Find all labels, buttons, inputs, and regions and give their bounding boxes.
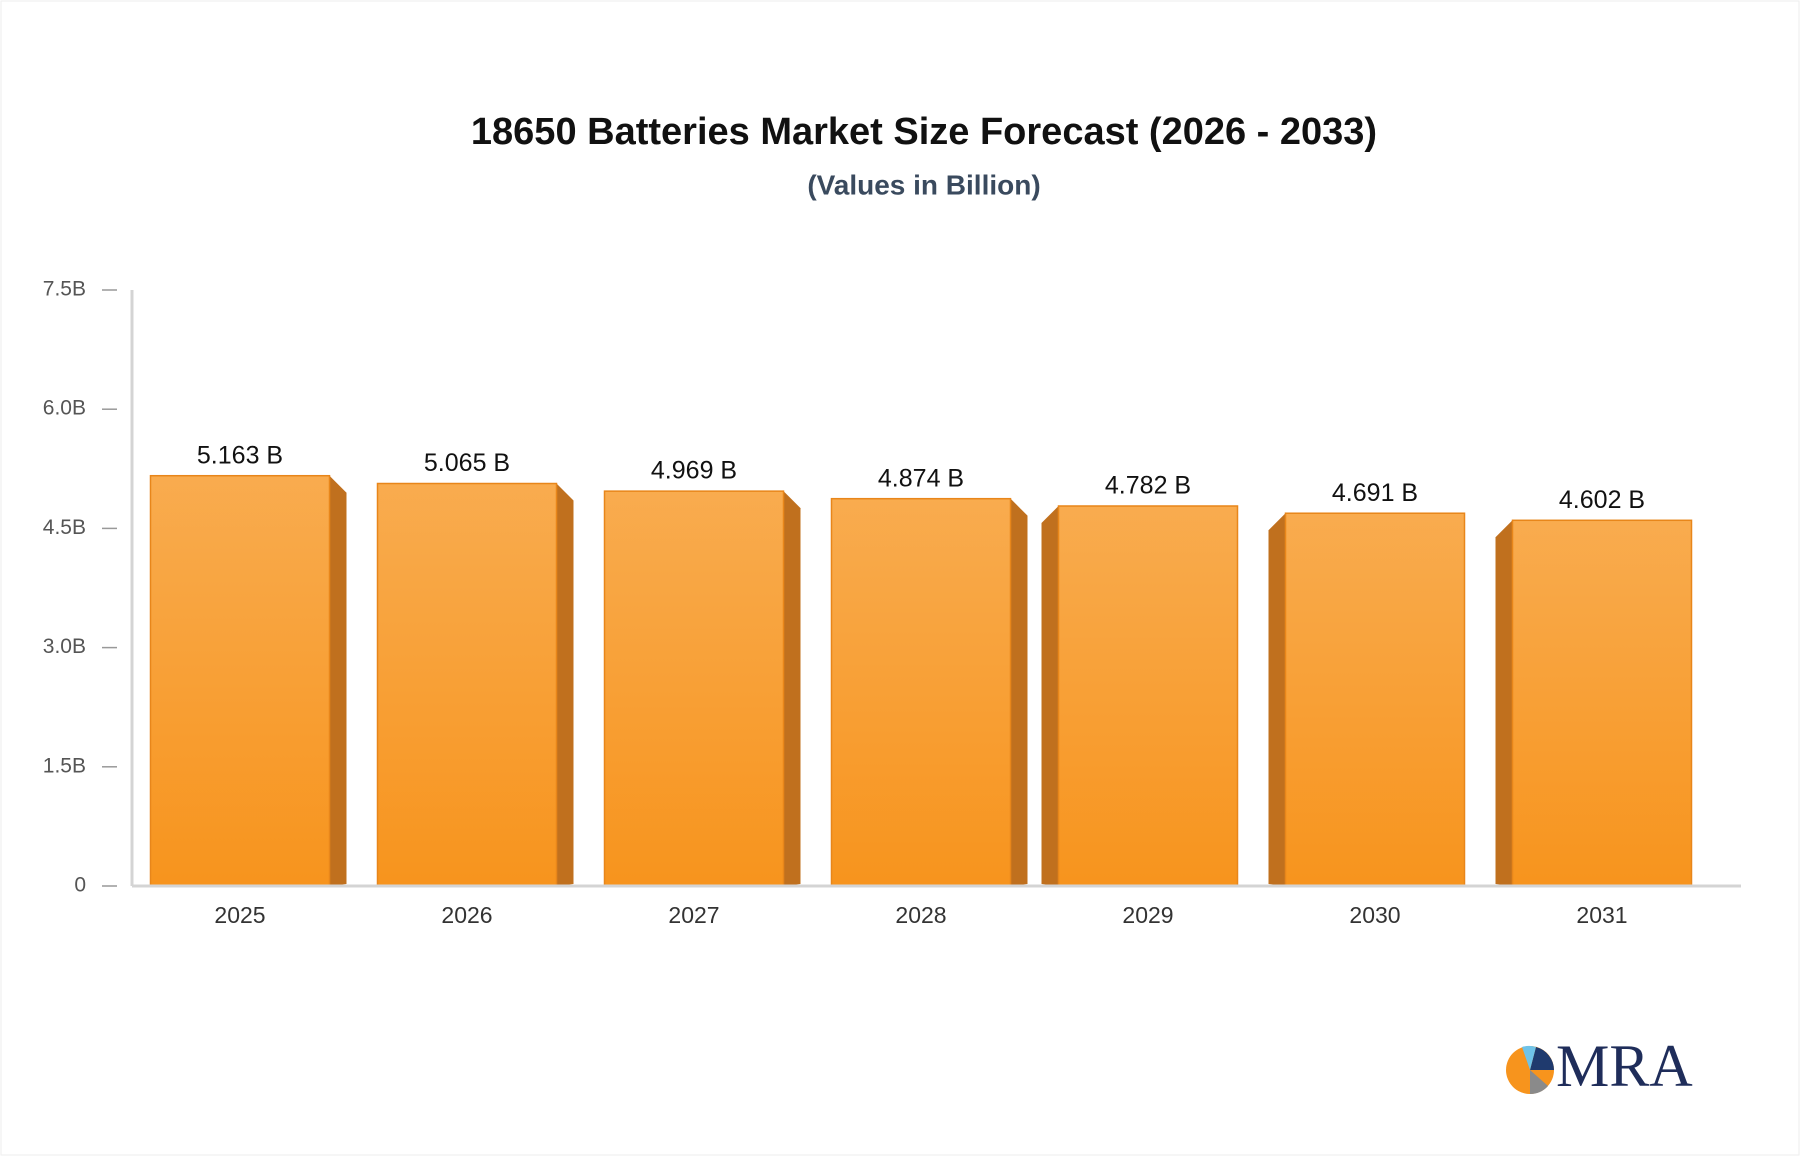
value-label: 4.969 B (651, 457, 737, 485)
logo-icon (1506, 1045, 1554, 1095)
bar-side (1010, 498, 1028, 886)
x-tick-label: 2028 (895, 902, 946, 928)
logo-text: MRA (1556, 1033, 1693, 1099)
y-tick-label: 4.5B (43, 516, 86, 539)
bar (603, 490, 785, 887)
x-tick-label: 2029 (1122, 902, 1173, 928)
bar (830, 497, 1012, 887)
bar-side (1495, 520, 1513, 886)
x-tick-label: 2026 (441, 902, 492, 928)
y-tick-label: 1.5B (43, 754, 86, 777)
bar-side (556, 483, 574, 886)
value-label: 4.691 B (1332, 479, 1418, 507)
value-label: 4.782 B (1105, 472, 1191, 500)
bar-side (329, 475, 347, 886)
y-tick-label: 6.0B (43, 397, 86, 420)
bar-side (1268, 513, 1286, 886)
value-label: 4.602 B (1559, 486, 1645, 514)
bar (149, 474, 331, 887)
x-tick-label: 2025 (214, 902, 265, 928)
bar (1057, 505, 1239, 887)
bar (1284, 512, 1466, 887)
x-tick-label: 2027 (668, 902, 719, 928)
chart-title: 18650 Batteries Market Size Forecast (20… (471, 111, 1377, 153)
bar (376, 482, 558, 887)
value-label: 5.065 B (424, 449, 510, 477)
x-tick-label: 2031 (1576, 902, 1627, 928)
bar-side (783, 491, 801, 886)
x-tick-label: 2030 (1349, 902, 1400, 928)
y-tick-label: 3.0B (43, 635, 86, 658)
y-tick-label: 0 (74, 874, 86, 897)
value-label: 5.163 B (197, 441, 283, 469)
value-label: 4.874 B (878, 464, 964, 492)
y-tick-label: 7.5B (43, 278, 86, 301)
bar-side (1041, 505, 1059, 886)
bar (1511, 519, 1693, 887)
chart-subtitle: (Values in Billion) (807, 169, 1040, 200)
